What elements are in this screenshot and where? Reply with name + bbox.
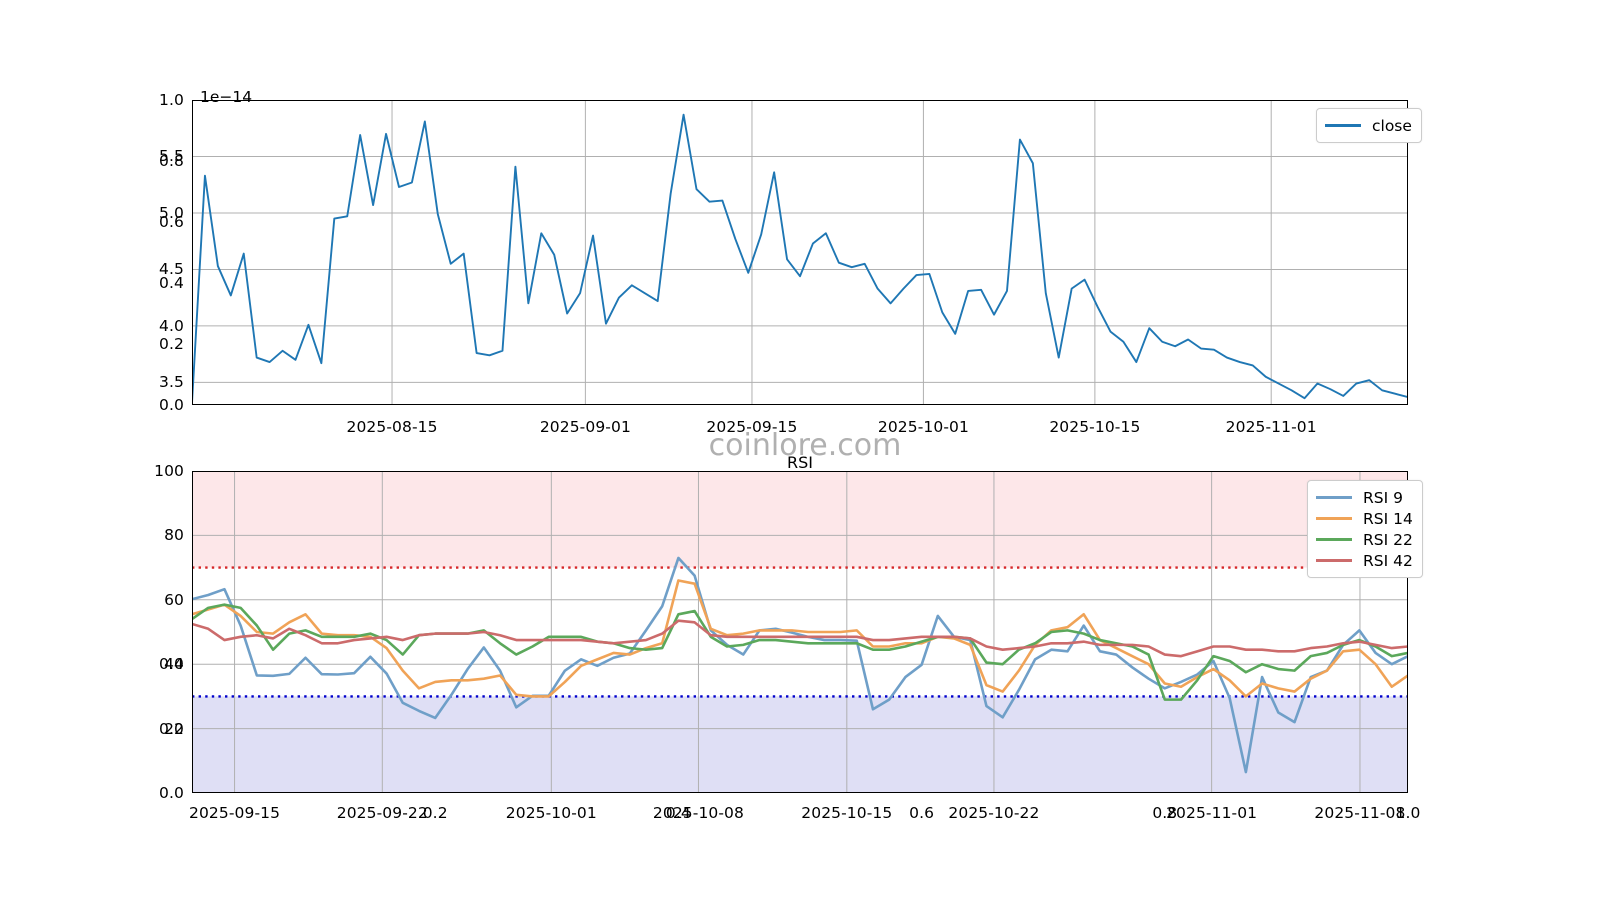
- rsi-y-tick: 40: [164, 655, 184, 674]
- rsi-x-tick-secondary: 0.6: [909, 804, 935, 822]
- price-x-tick: 2025-11-01: [1225, 418, 1317, 436]
- rsi-x-tick-secondary: 0.2: [422, 804, 448, 822]
- legend-line-swatch: [1325, 124, 1361, 127]
- rsi-x-tick-secondary: 0.8: [1152, 804, 1178, 822]
- rsi-x-tick: 2025-10-01: [505, 804, 597, 822]
- legend-line-swatch: [1316, 517, 1352, 520]
- legend-label: RSI 9: [1363, 488, 1403, 507]
- price-y-tick-secondary: 0.2: [159, 335, 184, 353]
- price-y-tick-secondary: 0.0: [159, 396, 184, 414]
- rsi-y-tick: 100: [154, 462, 184, 480]
- price-chart-axes: [192, 100, 1408, 405]
- price-y-tick: 4.0: [159, 316, 184, 335]
- rsi-x-tick-secondary: 0.4: [665, 804, 691, 822]
- rsi-x-tick: 2025-10-22: [948, 804, 1040, 822]
- rsi-y-tick-secondary: 0.4: [159, 655, 184, 674]
- rsi-x-tick: 2025-09-15: [189, 804, 281, 822]
- rsi-plot-area: [192, 471, 1408, 793]
- rsi-x-tick: 2025-10-15: [801, 804, 893, 822]
- rsi-y-tick: 60: [164, 590, 184, 609]
- price-y-tick-secondary: 0.4: [159, 274, 184, 292]
- legend-item[interactable]: RSI 22: [1316, 529, 1413, 550]
- rsi-y-tick: 0.0: [159, 784, 184, 802]
- price-y-tick: 4.5: [159, 260, 184, 279]
- legend-item[interactable]: RSI 42: [1316, 550, 1413, 571]
- rsi-x-tick: 2025-11-01: [1166, 804, 1258, 822]
- price-y-tick-secondary: 1.0: [159, 91, 184, 109]
- legend-line-swatch: [1316, 559, 1352, 562]
- price-x-tick: 2025-08-15: [346, 418, 438, 436]
- price-y-tick: 5.0: [159, 203, 184, 222]
- legend-label: RSI 42: [1363, 551, 1413, 570]
- price-y-offset-text: 1e−14: [200, 88, 253, 106]
- rsi-legend[interactable]: RSI 9 RSI 14 RSI 22 RSI 42: [1307, 480, 1423, 578]
- rsi-x-tick: 2025-11-08: [1314, 804, 1406, 822]
- rsi-y-tick: 80: [164, 526, 184, 545]
- legend-label: RSI 14: [1363, 509, 1413, 528]
- legend-label: RSI 22: [1363, 530, 1413, 549]
- price-x-tick: 2025-10-15: [1049, 418, 1141, 436]
- rsi-y-tick: 20: [164, 719, 184, 738]
- price-y-tick: 5.5: [159, 147, 184, 166]
- rsi-x-tick: 2025-10-08: [652, 804, 744, 822]
- legend-label: close: [1372, 116, 1412, 135]
- price-y-tick: 3.5: [159, 373, 184, 392]
- price-plot-area: [192, 100, 1408, 405]
- legend-line-swatch: [1316, 538, 1352, 541]
- legend-item[interactable]: close: [1325, 115, 1412, 136]
- watermark: coinlore.com: [708, 428, 902, 463]
- price-y-tick-secondary: 0.6: [159, 213, 184, 231]
- rsi-x-tick-secondary: 1.0: [1395, 804, 1421, 822]
- price-y-tick-secondary: 0.8: [159, 152, 184, 170]
- legend-item[interactable]: RSI 9: [1316, 487, 1413, 508]
- legend-line-swatch: [1316, 496, 1352, 499]
- price-legend[interactable]: close: [1316, 108, 1422, 143]
- rsi-x-tick: 2025-09-22: [336, 804, 428, 822]
- rsi-chart-title: RSI: [787, 453, 813, 472]
- price-x-tick: 2025-09-15: [706, 418, 798, 436]
- price-x-tick: 2025-09-01: [539, 418, 631, 436]
- rsi-y-tick-secondary: 0.2: [159, 719, 184, 738]
- price-x-tick: 2025-10-01: [877, 418, 969, 436]
- rsi-chart-axes: [192, 471, 1408, 793]
- legend-item[interactable]: RSI 14: [1316, 508, 1413, 529]
